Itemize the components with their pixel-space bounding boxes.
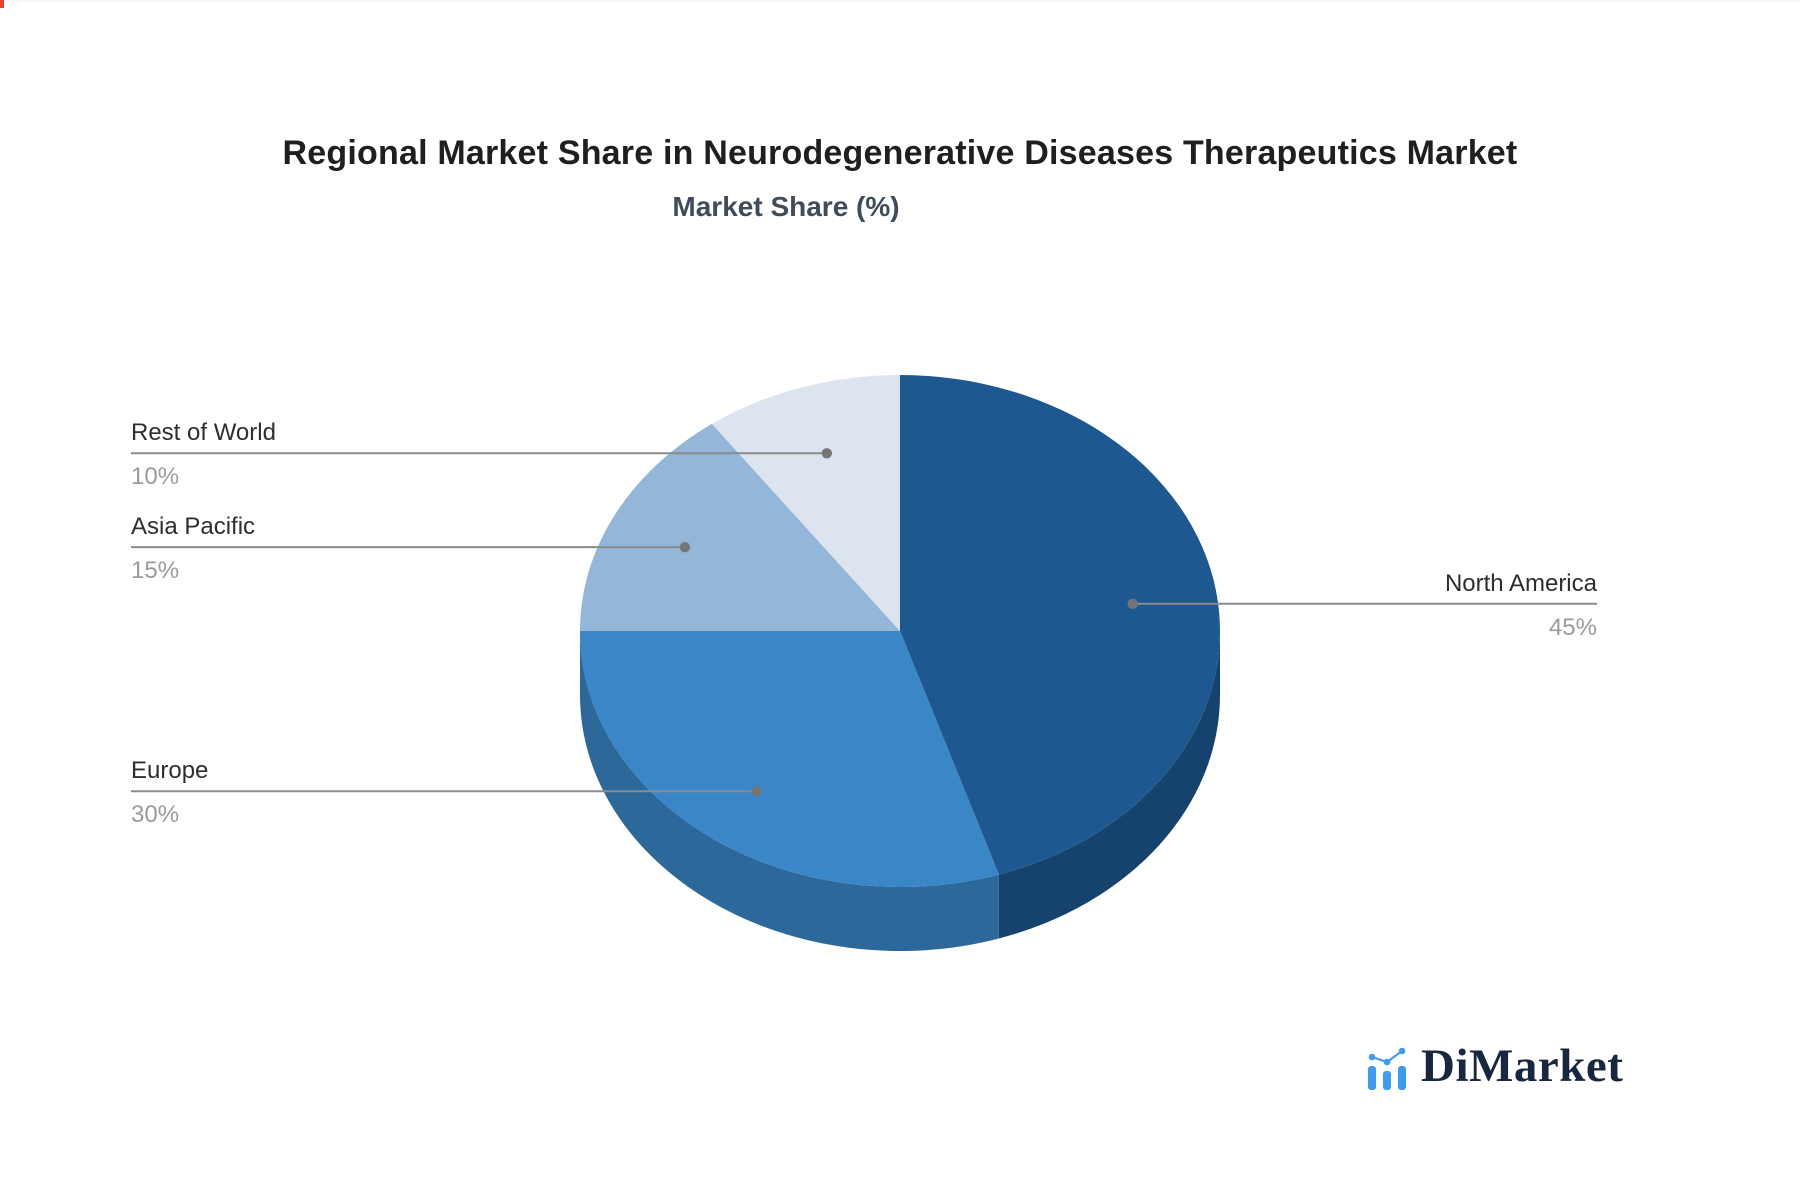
callout-dot-europe bbox=[751, 785, 762, 797]
pie-slice-europe-side bbox=[580, 631, 999, 951]
slice-value: 45% bbox=[1548, 613, 1597, 641]
callout-dot-asia-pacific bbox=[679, 541, 691, 553]
callout-europe: Europe 30% bbox=[131, 757, 208, 829]
callout-dot-rest-of-world bbox=[821, 448, 833, 459]
pie-slice-rest-of-world[interactable] bbox=[711, 375, 900, 631]
slice-label: Asia Pacific bbox=[131, 513, 256, 541]
pie-slice-europe[interactable] bbox=[580, 631, 999, 887]
slice-value: 15% bbox=[131, 557, 180, 585]
screenshot-red-artifact bbox=[0, 0, 4, 8]
slice-label: Rest of World bbox=[131, 419, 276, 447]
pie-slice-north-america-side bbox=[998, 631, 1220, 939]
slice-label: Europe bbox=[131, 757, 209, 785]
callout-dot-north-america bbox=[1127, 598, 1138, 609]
chart-subtitle: Market Share (%) bbox=[672, 191, 900, 222]
brand-name: DiMarket bbox=[1421, 1040, 1624, 1092]
callout-rest-of-world: Rest of World 10% bbox=[131, 419, 276, 491]
pie-slice-asia-pacific[interactable] bbox=[580, 423, 900, 631]
screenshot-edge-strip bbox=[0, 0, 1800, 3]
chart-title: Regional Market Share in Neurodegenerati… bbox=[282, 134, 1518, 172]
callout-asia-pacific: Asia Pacific 15% bbox=[131, 513, 255, 585]
slice-value: 30% bbox=[131, 801, 180, 829]
dimarket-logo: DiMarket bbox=[1366, 1040, 1623, 1090]
slice-value: 10% bbox=[131, 463, 180, 491]
slice-label: North America bbox=[1444, 569, 1597, 597]
pie-slice-north-america[interactable] bbox=[900, 375, 1221, 875]
callout-north-america: North America 45% bbox=[1445, 570, 1597, 642]
bar-chart-trend-icon bbox=[1368, 1047, 1406, 1090]
